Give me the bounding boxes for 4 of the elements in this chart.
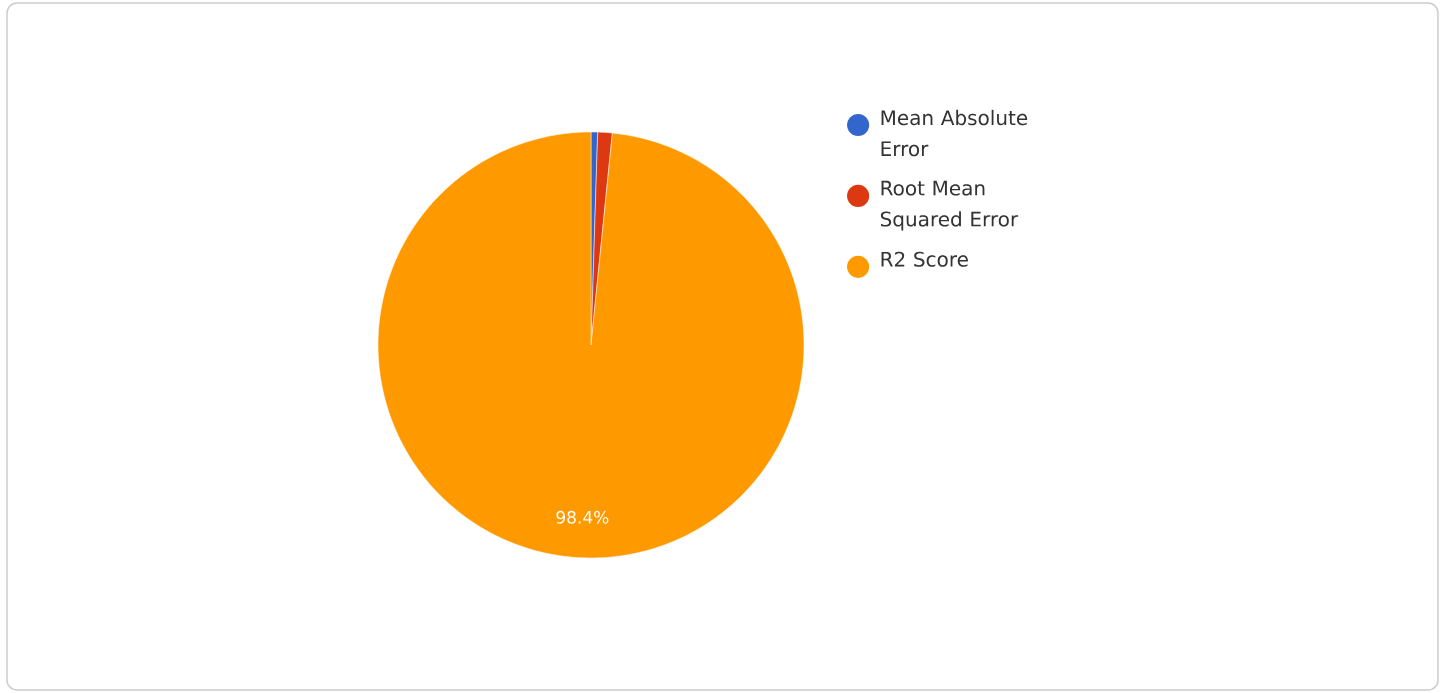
legend-label: R2 Score (881, 251, 968, 267)
legend-label: Mean Absolute Error (881, 109, 1028, 157)
data-label: 98.4% (556, 510, 609, 524)
legend-label: Root Mean Squared Error (880, 180, 1019, 231)
